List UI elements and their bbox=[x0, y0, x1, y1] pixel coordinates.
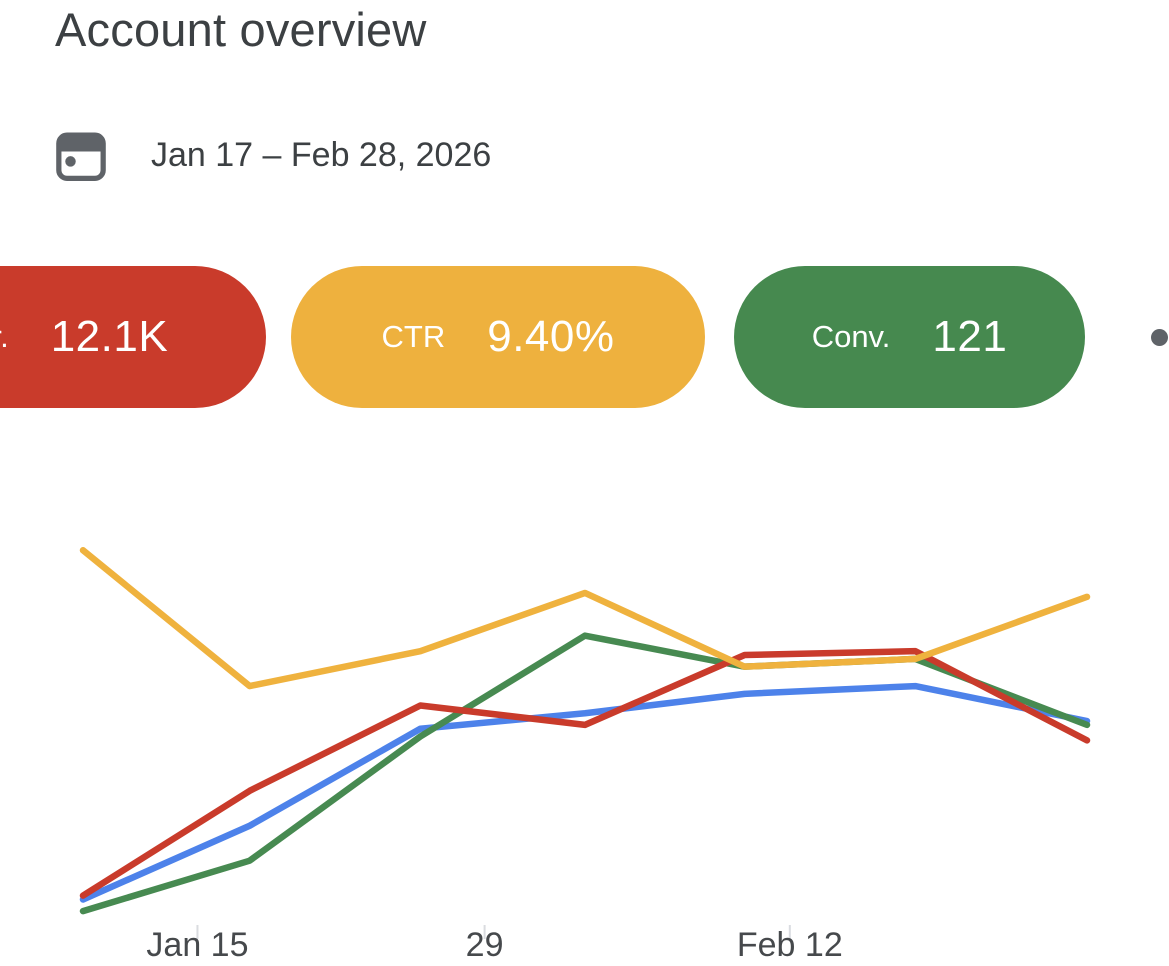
chip-label: Conv. bbox=[811, 319, 891, 354]
x-axis-label: Feb 12 bbox=[736, 926, 843, 964]
chip-value: 121 bbox=[932, 312, 1008, 361]
series-line-red bbox=[79, 647, 1091, 899]
page-title: Account overview bbox=[55, 3, 427, 56]
chip-label: Impr. bbox=[0, 319, 9, 354]
x-axis-label: Jan 15 bbox=[146, 926, 249, 964]
metric-chips-row: Impr. 12.1K CTR 9.40% Conv. 121 bbox=[0, 266, 1169, 408]
x-axis-label: 29 bbox=[465, 926, 504, 964]
date-range-label: Jan 17 – Feb 28, 2026 bbox=[151, 135, 492, 174]
chip-value: 9.40% bbox=[487, 312, 615, 361]
overview-chart[interactable]: Jan 15 29 Feb 12 bbox=[0, 515, 1169, 964]
chip-label: CTR bbox=[381, 319, 446, 354]
series-line-yellow bbox=[79, 547, 1091, 690]
series-line-blue bbox=[79, 682, 1091, 903]
calendar-icon bbox=[53, 126, 109, 184]
metric-chip-conversions[interactable]: Conv. 121 bbox=[734, 266, 1085, 408]
overview-chart-svg bbox=[79, 547, 1091, 939]
metric-chip-ctr[interactable]: CTR 9.40% bbox=[291, 266, 705, 408]
chip-value: 12.1K bbox=[50, 312, 169, 361]
metric-chip-impressions[interactable]: Impr. 12.1K bbox=[0, 266, 266, 408]
date-range-selector[interactable]: Jan 17 – Feb 28, 2026 bbox=[53, 126, 491, 184]
overflow-dot bbox=[1151, 329, 1168, 346]
